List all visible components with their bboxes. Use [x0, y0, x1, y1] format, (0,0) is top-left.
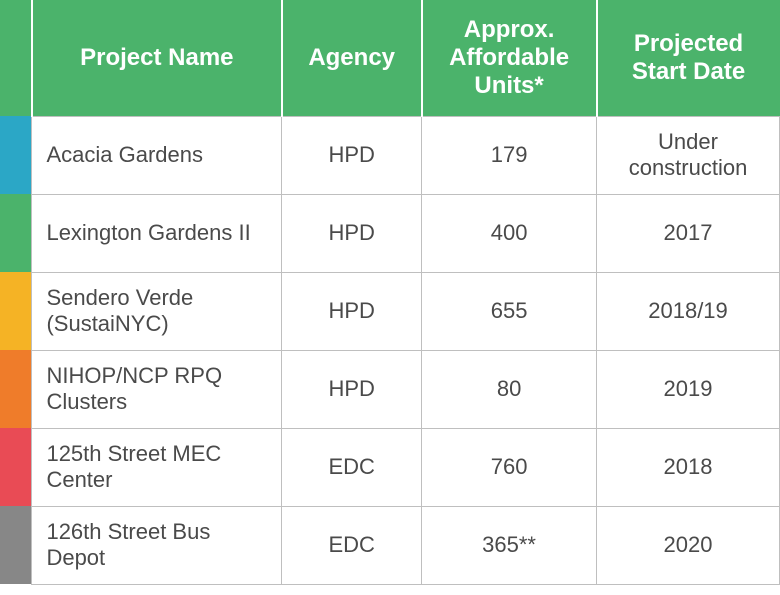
- cell-units: 760: [422, 428, 597, 506]
- row-swatch: [0, 506, 32, 584]
- cell-agency: EDC: [282, 428, 422, 506]
- cell-start: 2018: [597, 428, 780, 506]
- row-swatch: [0, 194, 32, 272]
- table-row: 125th Street MEC Center EDC 760 2018: [0, 428, 780, 506]
- cell-project: 126th Street Bus Depot: [32, 506, 282, 584]
- row-swatch: [0, 350, 32, 428]
- col-header-project: Project Name: [32, 0, 282, 116]
- table-row: Lexington Gardens II HPD 400 2017: [0, 194, 780, 272]
- cell-agency: HPD: [282, 116, 422, 194]
- cell-project: 125th Street MEC Center: [32, 428, 282, 506]
- cell-units: 655: [422, 272, 597, 350]
- cell-project: NIHOP/NCP RPQ Clusters: [32, 350, 282, 428]
- cell-units: 80: [422, 350, 597, 428]
- table-body: Acacia Gardens HPD 179 Under constructio…: [0, 116, 780, 584]
- table-row: Sendero Verde (SustaiNYC) HPD 655 2018/1…: [0, 272, 780, 350]
- cell-project: Acacia Gardens: [32, 116, 282, 194]
- cell-start: Under construction: [597, 116, 780, 194]
- swatch-header-spacer: [0, 0, 32, 116]
- cell-project: Lexington Gardens II: [32, 194, 282, 272]
- cell-start: 2020: [597, 506, 780, 584]
- table-header-row: Project Name Agency Approx. Affordable U…: [0, 0, 780, 116]
- row-swatch: [0, 428, 32, 506]
- cell-units: 365**: [422, 506, 597, 584]
- table-row: Acacia Gardens HPD 179 Under constructio…: [0, 116, 780, 194]
- cell-start: 2017: [597, 194, 780, 272]
- cell-units: 400: [422, 194, 597, 272]
- projects-table: Project Name Agency Approx. Affordable U…: [0, 0, 780, 585]
- table-row: NIHOP/NCP RPQ Clusters HPD 80 2019: [0, 350, 780, 428]
- cell-agency: HPD: [282, 272, 422, 350]
- col-header-agency: Agency: [282, 0, 422, 116]
- table-row: 126th Street Bus Depot EDC 365** 2020: [0, 506, 780, 584]
- cell-start: 2018/19: [597, 272, 780, 350]
- row-swatch: [0, 116, 32, 194]
- cell-start: 2019: [597, 350, 780, 428]
- col-header-units: Approx. Affordable Units*: [422, 0, 597, 116]
- cell-agency: HPD: [282, 194, 422, 272]
- cell-project: Sendero Verde (SustaiNYC): [32, 272, 282, 350]
- row-swatch: [0, 272, 32, 350]
- cell-agency: EDC: [282, 506, 422, 584]
- col-header-start: Projected Start Date: [597, 0, 780, 116]
- cell-agency: HPD: [282, 350, 422, 428]
- cell-units: 179: [422, 116, 597, 194]
